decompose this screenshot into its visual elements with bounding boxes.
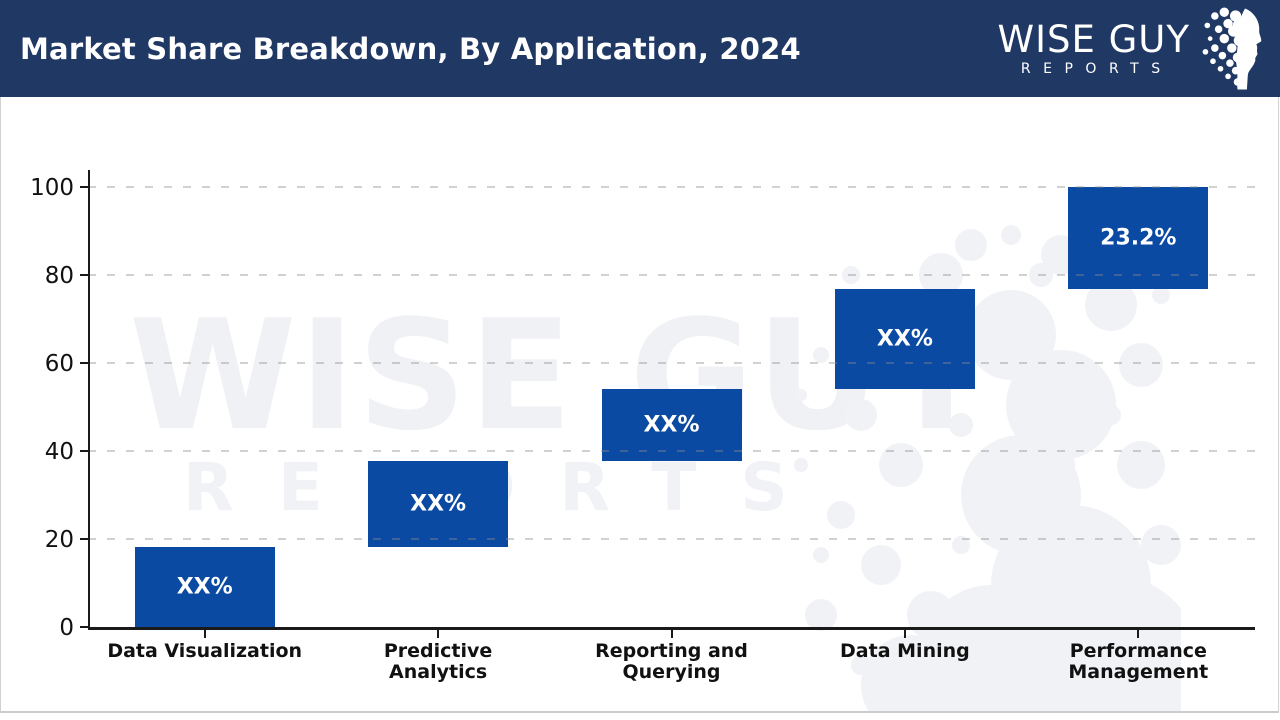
gridline-40: [88, 450, 1255, 452]
x-category-label: Predictive Analytics: [383, 640, 493, 683]
bar-value-label: XX%: [643, 412, 700, 438]
wiseguy-head-icon: [1202, 7, 1262, 90]
watermark-head-icon: [794, 225, 1181, 711]
gridline-60: [88, 362, 1255, 364]
page-title: Market Share Breakdown, By Application, …: [20, 31, 801, 66]
x-tick-mark: [1137, 630, 1140, 638]
y-tick-label: 100: [30, 175, 74, 201]
bar-value-label: XX%: [176, 574, 233, 600]
x-category-label: Performance Management: [1068, 640, 1209, 683]
x-tick-mark: [437, 630, 440, 638]
bar-data-mining: [834, 289, 975, 389]
x-tick-mark: [670, 630, 673, 638]
y-tick-label: 0: [59, 615, 74, 641]
wise-guy-reports-logo: WISE GUY REPORTS: [998, 6, 1262, 92]
y-tick-label: 80: [44, 263, 74, 289]
x-category-label: Data Mining: [840, 640, 970, 662]
y-tick-label: 20: [44, 527, 74, 553]
bar-predictive-analytics: [368, 461, 509, 547]
bar-reporting-and-querying: [601, 388, 742, 462]
gridline-100: [88, 186, 1255, 188]
bar-value-label: XX%: [876, 326, 933, 352]
y-tick-mark: [80, 274, 88, 276]
y-tick-mark: [80, 626, 88, 628]
y-tick-label: 40: [44, 439, 74, 465]
y-axis-line: [88, 170, 90, 630]
logo-wordmark-line2: REPORTS: [1020, 61, 1173, 77]
y-tick-mark: [80, 538, 88, 540]
bar-value-label: 23.2%: [1100, 225, 1177, 251]
header-bar: Market Share Breakdown, By Application, …: [0, 0, 1280, 97]
bar-data-visualization: [134, 546, 275, 627]
y-tick-mark: [80, 450, 88, 452]
x-axis-line: [88, 627, 1255, 630]
y-tick-label: 60: [44, 351, 74, 377]
gridline-20: [88, 538, 1255, 540]
y-tick-mark: [80, 362, 88, 364]
bar-performance-management: [1068, 187, 1209, 290]
x-category-label: Reporting and Querying: [595, 640, 748, 683]
x-tick-mark: [903, 630, 906, 638]
x-category-label: Data Visualization: [107, 640, 303, 662]
x-tick-mark: [203, 630, 206, 638]
logo-wordmark-line1: WISE GUY: [997, 18, 1190, 61]
gridline-80: [88, 274, 1255, 276]
logo-wordmark: WISE GUY REPORTS: [998, 21, 1190, 76]
y-tick-mark: [80, 186, 88, 188]
bar-value-label: XX%: [410, 491, 467, 517]
